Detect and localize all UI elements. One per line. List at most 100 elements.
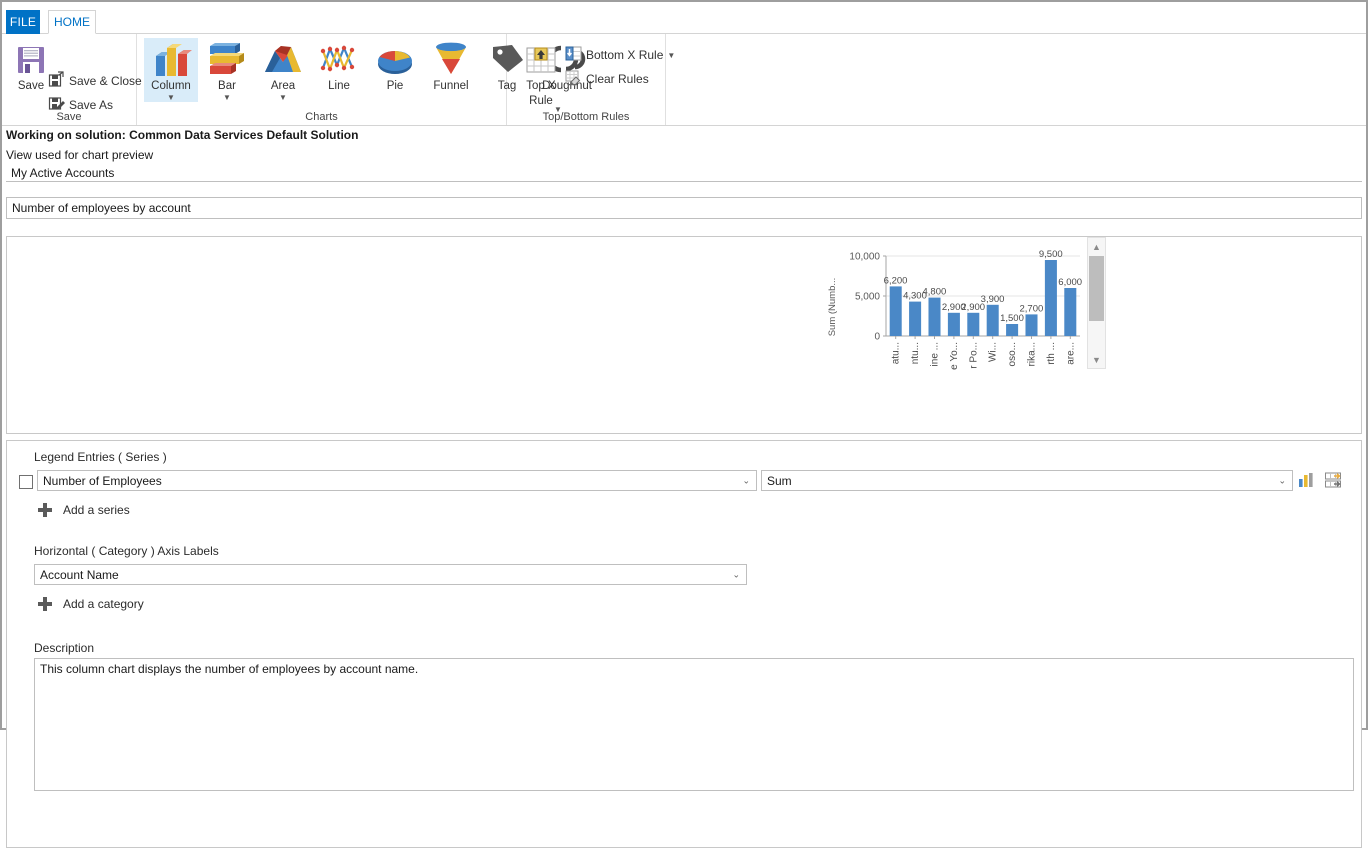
chevron-down-icon[interactable]: ⌄ [732, 569, 740, 579]
svg-text:rika...: rika... [1027, 342, 1038, 366]
svg-text:atu...: atu... [891, 342, 902, 364]
chart-type-pie[interactable]: Pie [368, 38, 422, 93]
series-aggregate-select[interactable]: Sum ⌄ [761, 470, 1293, 491]
save-close-icon [48, 71, 65, 91]
svg-text:4,800: 4,800 [922, 287, 946, 298]
chevron-down-icon[interactable]: ▼ [554, 105, 562, 114]
pie-chart-icon [368, 38, 422, 78]
chart-type-bar[interactable]: Bar ▼ [200, 38, 254, 102]
ribbon-group-save-title: Save [56, 111, 82, 123]
chart-type-line[interactable]: Line [312, 38, 366, 93]
save-as-button[interactable]: Save As [48, 94, 113, 116]
chart-type-column[interactable]: Column ▼ [144, 38, 198, 102]
svg-text:ine ...: ine ... [930, 342, 941, 366]
top-x-rule-button[interactable]: Top X Rule ▼ [515, 38, 567, 114]
description-label: Description [34, 641, 95, 655]
add-a-category-button[interactable]: Add a category [38, 593, 144, 615]
chart-type-doughnut-label: Doughnut [542, 80, 592, 92]
chart-preview: Sum (Numb... 0 5,000 10,000 6,200 4,300 4,80… [822, 237, 1112, 374]
svg-text:e Yo...: e Yo... [949, 342, 960, 370]
view-used-field[interactable]: My Active Accounts [6, 164, 1362, 182]
chart-preview-scrollbar[interactable]: ▲ ▼ [1087, 237, 1106, 369]
bottom-x-rule-icon [565, 45, 582, 65]
bottom-x-rule-label: Bottom X Rule [586, 48, 664, 62]
legend-entries-label: Legend Entries ( Series ) [34, 450, 167, 464]
save-floppy-icon [4, 38, 58, 78]
chart-type-funnel-label: Funnel [433, 80, 469, 92]
svg-text:0: 0 [874, 332, 880, 343]
area-chart-icon [256, 38, 310, 78]
column-chart-icon [144, 38, 198, 78]
description-textarea[interactable]: This column chart displays the number of… [34, 658, 1354, 791]
svg-text:3,900: 3,900 [981, 294, 1005, 305]
chevron-down-icon[interactable]: ▼ [167, 93, 175, 102]
plus-icon [38, 503, 52, 517]
category-axis-label: Horizontal ( Category ) Axis Labels [34, 544, 219, 558]
series-checkbox[interactable] [19, 475, 33, 489]
svg-text:4,300: 4,300 [903, 291, 927, 302]
svg-text:2,900: 2,900 [961, 302, 985, 313]
svg-text:5,000: 5,000 [855, 292, 880, 303]
chart-svg: Sum (Numb... 0 5,000 10,000 6,200 4,3004,80… [827, 249, 1082, 370]
ribbon-group-charts-title: Charts [305, 111, 338, 123]
svg-text:ntu...: ntu... [910, 342, 921, 364]
chevron-down-icon[interactable]: ▼ [667, 50, 676, 60]
svg-text:9,500: 9,500 [1039, 249, 1063, 260]
chart-type-funnel[interactable]: Funnel [424, 38, 478, 93]
chart-name-field[interactable]: Number of employees by account [6, 197, 1362, 219]
scroll-up-icon[interactable]: ▲ [1088, 238, 1105, 255]
svg-text:1,500: 1,500 [1000, 313, 1024, 324]
series-aggregate-value: Sum [767, 473, 792, 488]
scrollbar-thumb[interactable] [1089, 256, 1104, 321]
series-field-select[interactable]: Number of Employees ⌄ [37, 470, 757, 491]
chevron-down-icon[interactable]: ▼ [223, 93, 231, 102]
tag-chart-icon [480, 38, 534, 78]
svg-text:6,200: 6,200 [884, 275, 908, 286]
chart-type-line-label: Line [328, 80, 350, 92]
top-x-rule-icon [515, 38, 567, 78]
ribbon: Save Save & Close [2, 34, 1366, 126]
bottom-x-rule-button[interactable]: Bottom X Rule ▼ [565, 44, 675, 66]
save-button[interactable]: Save [4, 38, 58, 93]
add-a-series-button[interactable]: Add a series [38, 499, 130, 521]
clear-rules-label: Clear Rules [586, 72, 649, 86]
tab-home[interactable]: HOME [48, 10, 96, 34]
clear-rules-button[interactable]: Clear Rules [565, 68, 649, 90]
chevron-down-icon[interactable]: ⌄ [1278, 475, 1286, 485]
tab-file[interactable]: FILE [6, 10, 40, 34]
clear-rules-icon [565, 69, 582, 89]
svg-text:rth ...: rth ... [1046, 342, 1057, 365]
chevron-down-icon[interactable]: ▼ [279, 93, 287, 102]
series-field-value: Number of Employees [43, 473, 162, 488]
top-x-rule-label-line1: Top X [526, 80, 556, 92]
chevron-down-icon[interactable]: ⌄ [742, 475, 750, 485]
chart-type-tag[interactable]: Tag [480, 38, 534, 93]
series-chart-type-icon[interactable] [1298, 472, 1314, 491]
chart-type-bar-label: Bar [218, 80, 236, 92]
svg-text:2,700: 2,700 [1019, 303, 1043, 314]
swap-series-icon[interactable] [1325, 472, 1342, 491]
svg-text:6,000: 6,000 [1058, 277, 1082, 288]
chart-type-pie-label: Pie [386, 80, 404, 92]
svg-text:Wi...: Wi... [988, 342, 999, 362]
add-a-series-label: Add a series [63, 503, 130, 517]
chart-type-area[interactable]: Area ▼ [256, 38, 310, 102]
svg-text:r Po...: r Po... [968, 342, 979, 369]
category-field-select[interactable]: Account Name ⌄ [34, 564, 747, 585]
svg-text:10,000: 10,000 [849, 252, 880, 263]
top-x-rule-label-line2: Rule [529, 95, 553, 107]
line-chart-icon [312, 38, 366, 78]
save-and-close-label: Save & Close [69, 74, 142, 88]
chart-type-area-label: Area [270, 80, 296, 92]
chart-type-column-label: Column [151, 80, 191, 92]
scroll-down-icon[interactable]: ▼ [1088, 351, 1105, 368]
ribbon-tabstrip: FILE HOME [2, 2, 1366, 34]
save-as-label: Save As [69, 98, 114, 112]
svg-text:Sum (Numb...: Sum (Numb... [827, 278, 838, 337]
plus-icon [38, 597, 52, 611]
ribbon-group-charts: Column ▼ Bar [137, 34, 592, 125]
svg-text:are...: are... [1065, 342, 1076, 365]
save-and-close-button[interactable]: Save & Close [48, 70, 142, 92]
ribbon-group-rules: Top X Rule ▼ Bottom X Rule ▼ [507, 34, 675, 125]
